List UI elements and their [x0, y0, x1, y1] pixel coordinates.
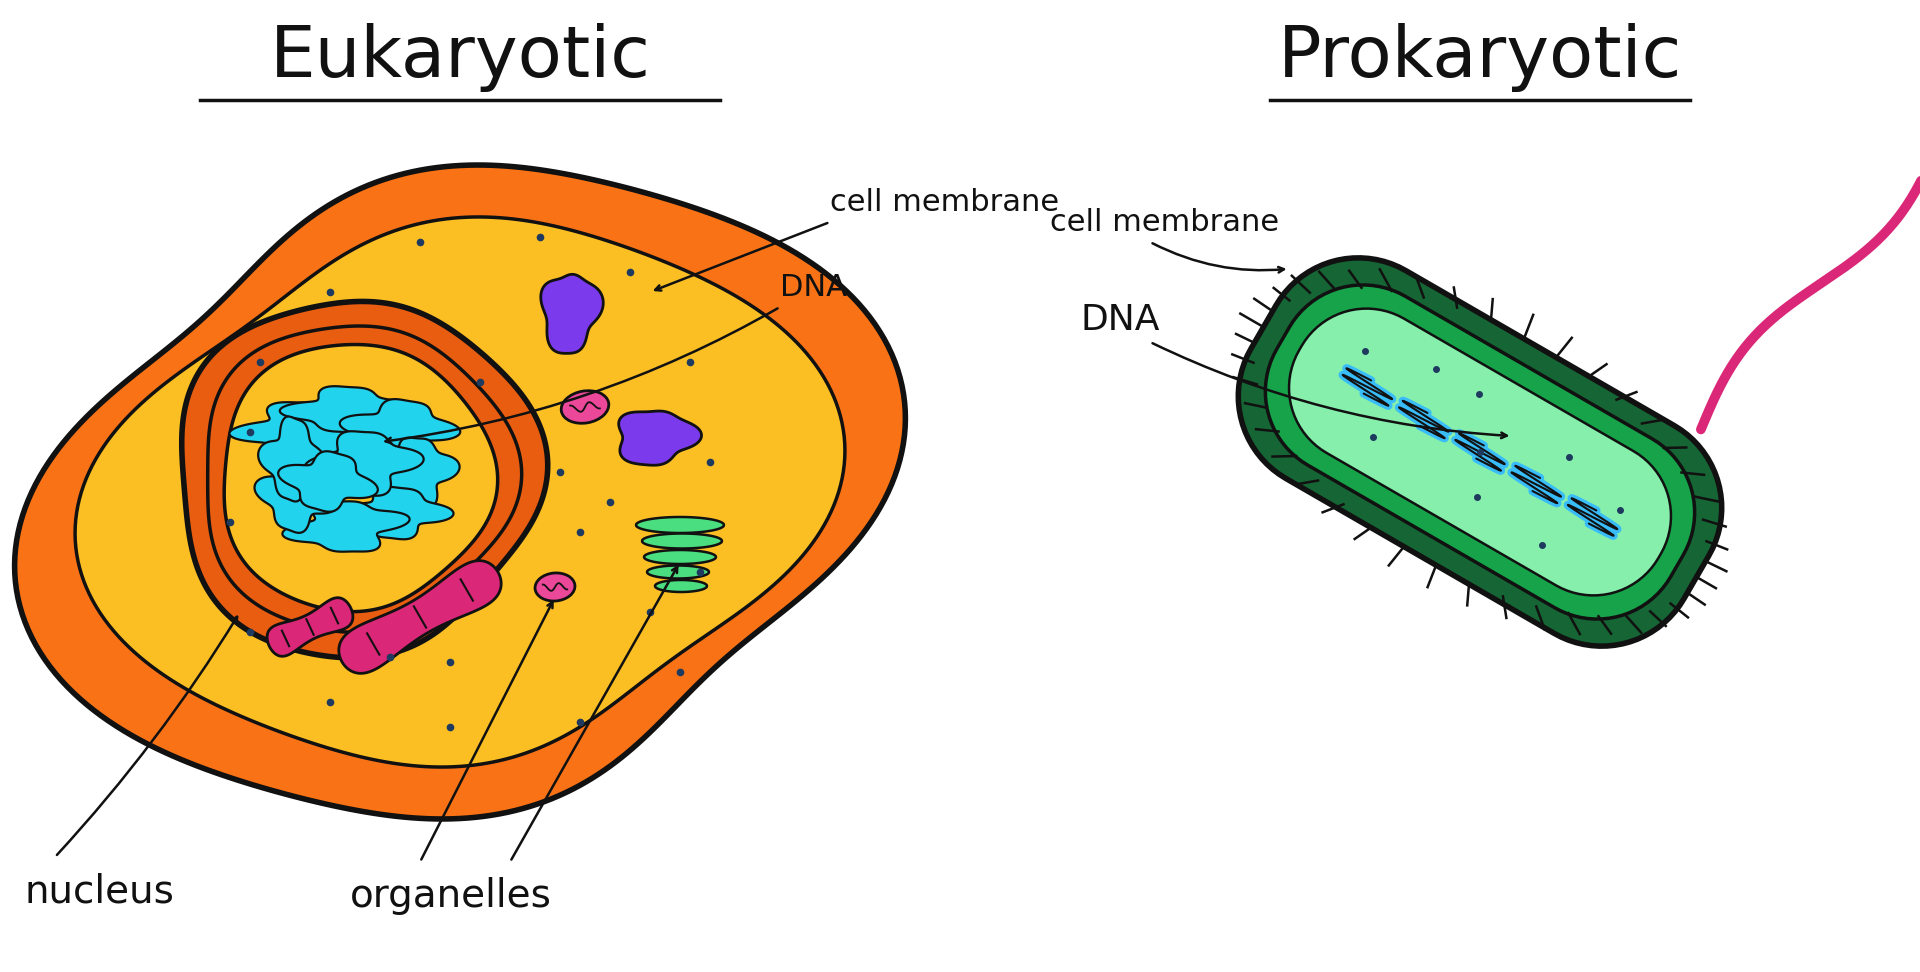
- Polygon shape: [541, 274, 603, 354]
- Polygon shape: [182, 301, 547, 658]
- Polygon shape: [225, 344, 497, 611]
- Polygon shape: [636, 517, 724, 533]
- Ellipse shape: [536, 573, 574, 601]
- Text: cell membrane: cell membrane: [1050, 208, 1279, 237]
- Polygon shape: [1265, 285, 1695, 619]
- Polygon shape: [376, 437, 459, 507]
- Polygon shape: [257, 417, 326, 502]
- Polygon shape: [255, 457, 338, 533]
- Polygon shape: [1238, 258, 1722, 646]
- Polygon shape: [282, 502, 409, 552]
- Ellipse shape: [561, 391, 609, 423]
- Polygon shape: [207, 326, 522, 632]
- Polygon shape: [280, 386, 413, 433]
- Polygon shape: [338, 487, 453, 539]
- Text: Prokaryotic: Prokaryotic: [1279, 22, 1682, 91]
- Text: Eukaryotic: Eukaryotic: [269, 22, 651, 91]
- Polygon shape: [278, 451, 378, 511]
- Polygon shape: [618, 411, 701, 466]
- Polygon shape: [641, 534, 722, 548]
- Text: nucleus: nucleus: [25, 872, 175, 910]
- Text: cell membrane: cell membrane: [829, 188, 1060, 217]
- Text: DNA: DNA: [780, 273, 847, 302]
- Text: DNA: DNA: [1079, 303, 1160, 337]
- Polygon shape: [340, 399, 461, 456]
- Polygon shape: [15, 165, 906, 819]
- Polygon shape: [267, 598, 353, 656]
- Polygon shape: [228, 402, 382, 453]
- Polygon shape: [647, 566, 708, 578]
- Polygon shape: [75, 217, 845, 767]
- Polygon shape: [643, 550, 716, 564]
- Polygon shape: [305, 432, 424, 496]
- Text: organelles: organelles: [349, 877, 551, 915]
- Polygon shape: [338, 561, 501, 674]
- Polygon shape: [1288, 309, 1670, 596]
- Polygon shape: [655, 580, 707, 592]
